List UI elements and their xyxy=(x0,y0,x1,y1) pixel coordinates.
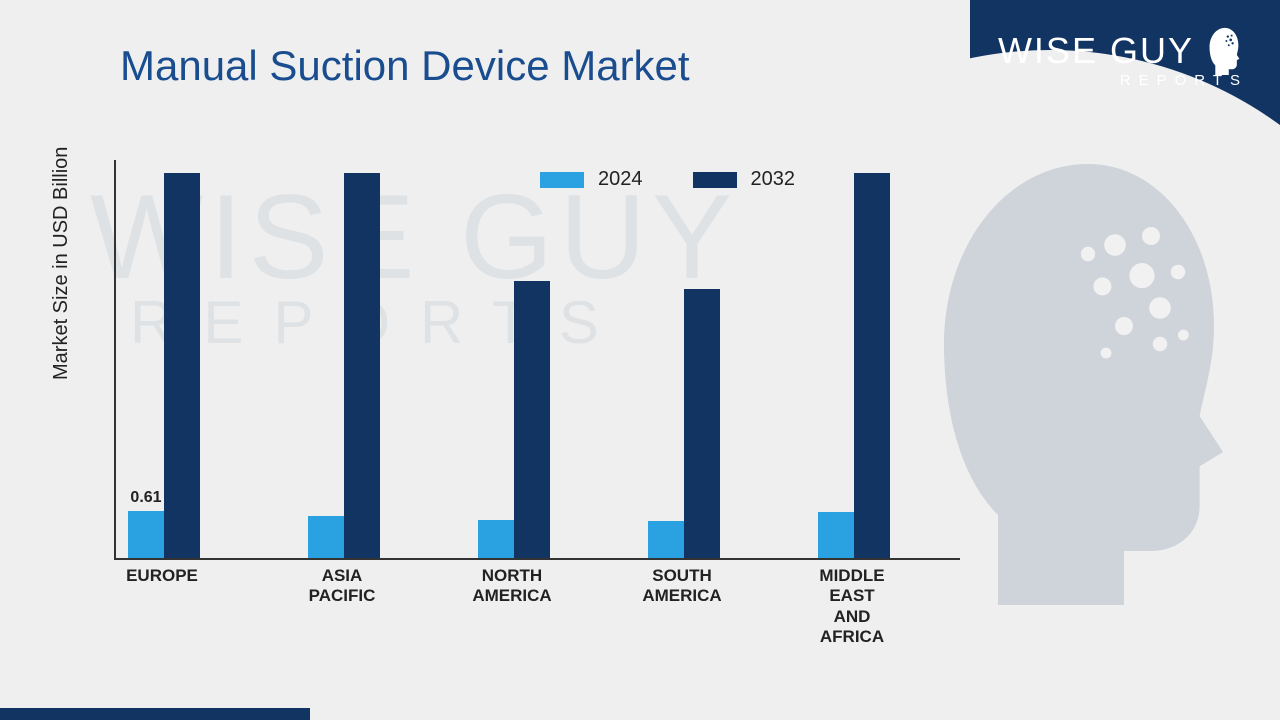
bar xyxy=(164,173,200,558)
y-axis-label: Market Size in USD Billion xyxy=(50,147,73,380)
category-label: EUROPE xyxy=(97,566,227,586)
bar xyxy=(854,173,890,558)
category-label: NORTHAMERICA xyxy=(447,566,577,607)
chart-legend: 2024 2032 xyxy=(540,168,795,191)
bar xyxy=(308,516,344,558)
chart-area: Market Size in USD Billion 0.61 EUROPEAS… xyxy=(100,160,960,600)
head-silhouette-icon xyxy=(890,140,1250,620)
brand-logo: WISE GUY REPORTS xyxy=(998,26,1248,89)
legend-item-2024: 2024 xyxy=(540,168,643,191)
bar xyxy=(684,289,720,558)
legend-item-2032: 2032 xyxy=(693,168,796,191)
bar xyxy=(818,512,854,558)
bar xyxy=(514,281,550,558)
plot-area: 0.61 xyxy=(114,160,960,560)
category-label: ASIAPACIFIC xyxy=(277,566,407,607)
legend-label-2032: 2032 xyxy=(751,168,796,191)
brand-logo-word1: WISE xyxy=(998,30,1098,72)
category-label: SOUTHAMERICA xyxy=(617,566,747,607)
legend-swatch-2032 xyxy=(693,172,737,188)
brand-head-icon xyxy=(1198,26,1248,76)
legend-swatch-2024 xyxy=(540,172,584,188)
chart-title: Manual Suction Device Market xyxy=(120,42,690,90)
brand-logo-main: WISE GUY xyxy=(998,26,1248,76)
bar xyxy=(478,520,514,558)
bar: 0.61 xyxy=(128,511,164,558)
brand-logo-word2: GUY xyxy=(1110,30,1194,72)
bar-value-label: 0.61 xyxy=(130,489,161,507)
bar xyxy=(344,173,380,558)
bar xyxy=(648,521,684,558)
bottom-accent-bar xyxy=(0,708,310,720)
page: WISE GUY REPORTS Manual Suction Device M… xyxy=(0,0,1280,720)
brand-logo-sub: REPORTS xyxy=(998,72,1248,89)
legend-label-2024: 2024 xyxy=(598,168,643,191)
